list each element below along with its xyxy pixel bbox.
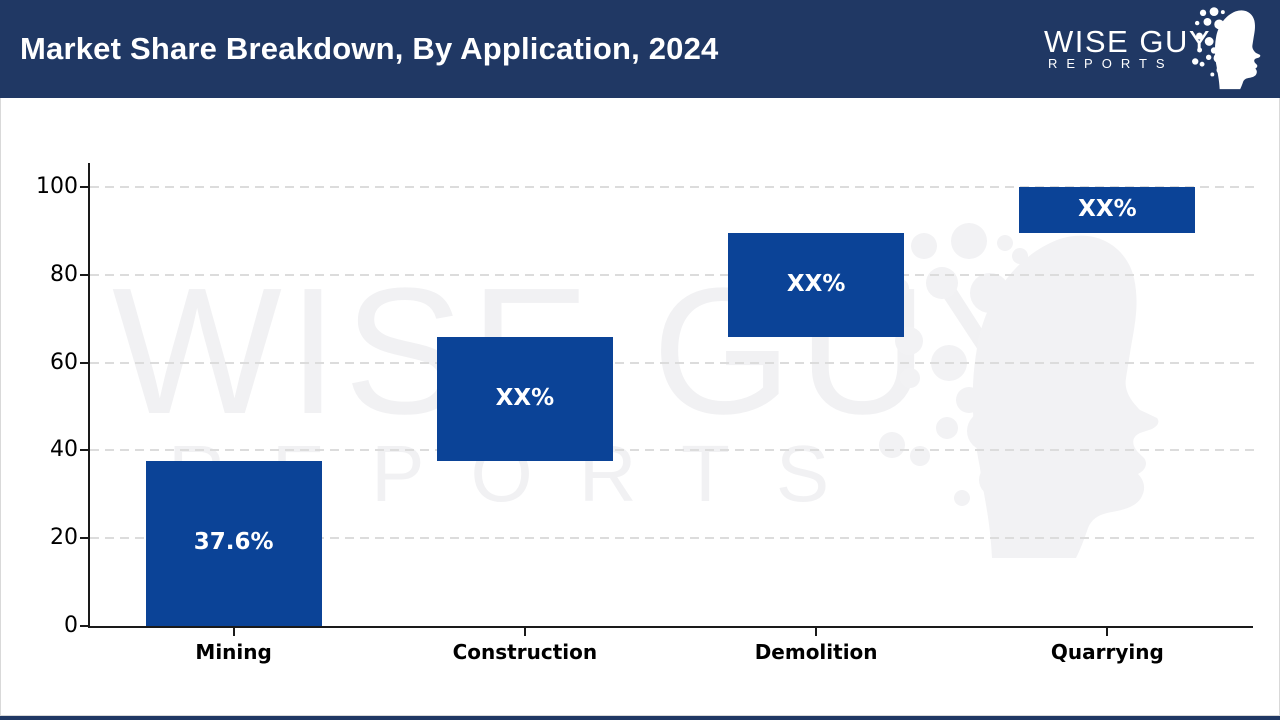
gridline-20 [90, 537, 1255, 540]
y-tick-label: 40 [50, 437, 78, 463]
y-tick-mark [80, 537, 88, 540]
x-tick-mark [1106, 628, 1109, 636]
y-tick-label: 0 [64, 613, 78, 638]
chart-area: 0 20 40 60 80 100 37.6% Mining XX% Construction XX… [0, 98, 1280, 715]
gridline-40 [90, 449, 1255, 452]
bar-construction: XX% [436, 336, 613, 461]
watermark-head-icon [879, 223, 1159, 558]
left-border [0, 98, 1, 720]
y-tick-label: 20 [50, 525, 78, 551]
bar-quarrying: XX% [1019, 187, 1196, 234]
x-tick-mark [523, 628, 526, 636]
footer-bar [0, 715, 1280, 720]
brand-subname: REPORTS [1048, 56, 1174, 71]
brand-head-icon [1192, 7, 1261, 90]
category-label-quarrying: Quarrying [1050, 640, 1164, 664]
bar-value-label: XX% [495, 384, 555, 411]
y-tick-label: 80 [50, 261, 78, 287]
y-tick-mark [80, 273, 88, 276]
x-axis-line [88, 626, 1253, 628]
y-tick-label: 100 [36, 174, 78, 199]
category-label-construction: Construction [452, 640, 598, 664]
brand-logo: WISE GUY REPORTS [1022, 0, 1272, 98]
gridline-60 [90, 361, 1255, 364]
y-tick-mark [80, 186, 88, 188]
bar-value-label: XX% [1078, 196, 1137, 223]
y-tick-label: 60 [50, 349, 78, 375]
y-tick-mark [80, 361, 88, 364]
y-axis-line [88, 163, 90, 628]
brand-name: WISE GUY [1044, 24, 1212, 59]
header-bar: Market Share Breakdown, By Application, … [0, 0, 1280, 98]
y-tick-mark [80, 625, 88, 627]
x-tick-mark [232, 628, 235, 636]
bar-value-label: XX% [786, 270, 846, 297]
bar-mining: 37.6% [145, 460, 322, 626]
gridline-100 [90, 186, 1255, 188]
category-label-mining: Mining [195, 640, 272, 664]
page-title: Market Share Breakdown, By Application, … [20, 31, 719, 66]
bar-value-label: 37.6% [193, 529, 274, 556]
category-label-demolition: Demolition [754, 640, 878, 664]
y-tick-mark [80, 449, 88, 452]
gridline-80 [90, 273, 1255, 276]
x-tick-mark [815, 628, 818, 636]
bar-demolition: XX% [728, 233, 905, 337]
